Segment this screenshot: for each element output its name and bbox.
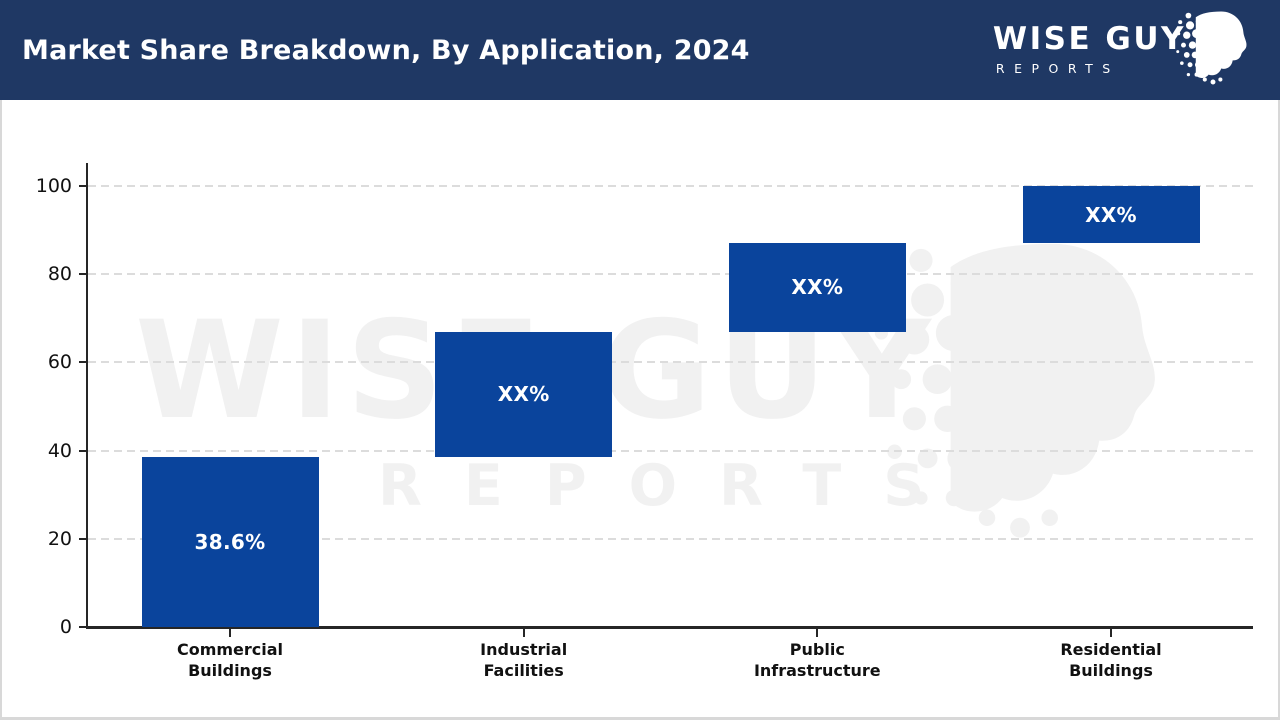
- y-axis-tick: [79, 273, 88, 276]
- x-axis-category-label: Commercial Buildings: [176, 640, 284, 680]
- y-axis-tick: [79, 537, 88, 540]
- bar-value-label: 38.6%: [194, 529, 266, 554]
- logo-wordmark-line1: WISE GUY: [992, 21, 1186, 57]
- x-axis-tick: [522, 629, 525, 637]
- gridline-60: [88, 361, 1253, 364]
- logo-wordmark-line2: REPORTS: [995, 61, 1120, 76]
- gridline-80: [88, 273, 1253, 276]
- x-axis-tick: [229, 629, 231, 637]
- wiseguy-logo: WISE GUY REPORTS: [993, 8, 1254, 92]
- y-axis-tick-label: 80: [47, 263, 72, 286]
- y-axis-tick: [79, 361, 88, 364]
- bar-value-label: XX%: [791, 275, 844, 300]
- y-axis-tick-label: 40: [47, 439, 72, 462]
- gridline-40: [88, 449, 1253, 452]
- bar-value-label: XX%: [1085, 202, 1137, 227]
- y-axis-tick: [79, 449, 88, 452]
- x-axis-category-label: Industrial Facilities: [480, 640, 568, 680]
- y-axis-tick: [79, 626, 88, 628]
- bar: XX%: [728, 243, 906, 332]
- y-axis-line: [86, 163, 88, 629]
- bar: 38.6%: [141, 456, 319, 627]
- y-axis-tick-label: 0: [59, 616, 72, 638]
- y-axis-tick-label: 60: [47, 351, 72, 374]
- wiseguy-face-icon: [1176, 11, 1247, 85]
- bar-value-label: XX%: [497, 382, 550, 407]
- x-axis-line: [86, 626, 1253, 629]
- logo-wordmark: WISE GUY REPORTS: [992, 21, 1186, 77]
- y-axis-tick-label: 20: [47, 527, 72, 550]
- x-axis-tick: [816, 629, 819, 637]
- y-axis-tick-label: 100: [35, 175, 72, 197]
- gridline-20: [88, 537, 1253, 540]
- y-axis-tick: [79, 185, 88, 187]
- page-title: Market Share Breakdown, By Application, …: [22, 34, 750, 66]
- header-banner: Market Share Breakdown, By Application, …: [0, 0, 1280, 100]
- bar: XX%: [1022, 186, 1200, 244]
- bar: XX%: [435, 331, 613, 457]
- x-axis-category-label: Residential Buildings: [1060, 640, 1162, 680]
- x-axis-tick: [1110, 629, 1112, 637]
- x-axis-category-label: Public Infrastructure: [753, 640, 881, 680]
- gridline-100: [88, 185, 1253, 187]
